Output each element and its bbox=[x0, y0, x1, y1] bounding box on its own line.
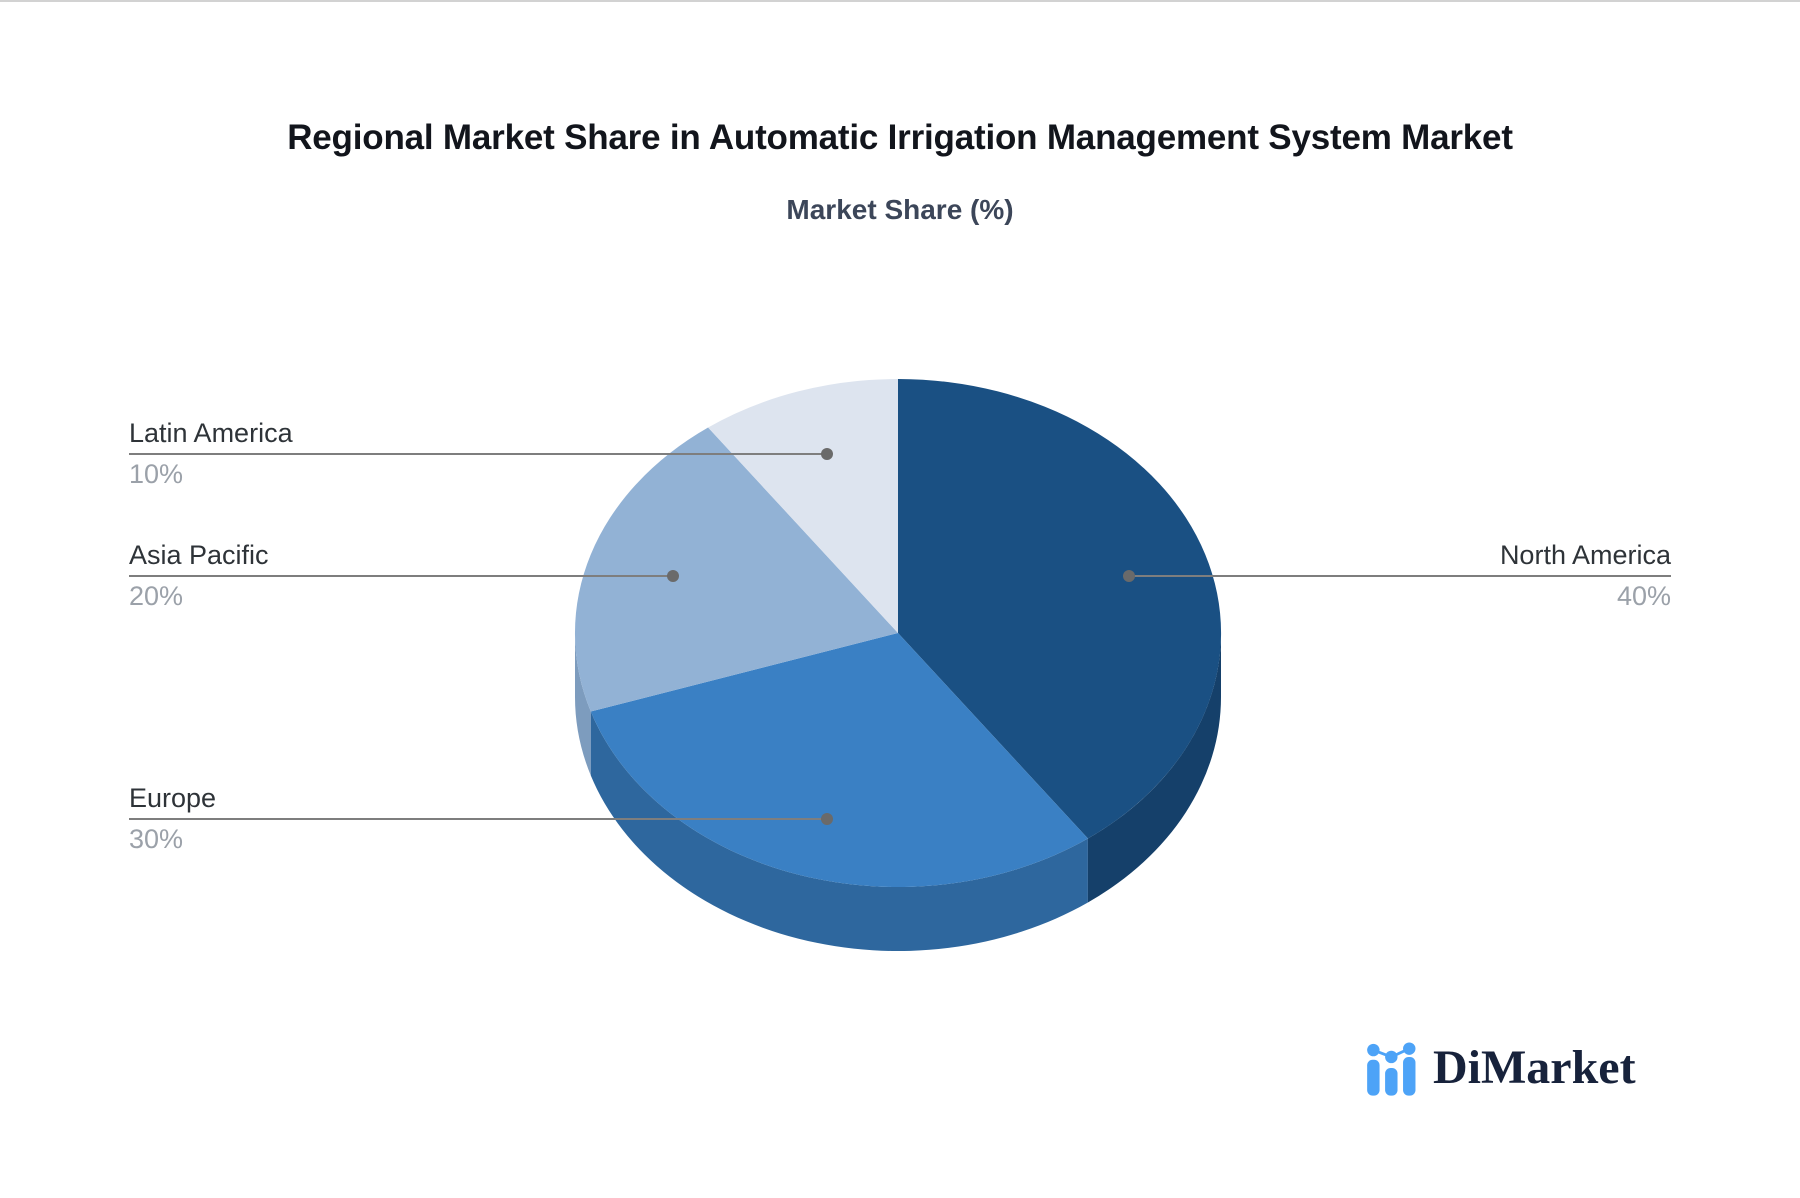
value-latin-america: 10% bbox=[129, 459, 184, 489]
logo-text: DiMarket bbox=[1433, 1041, 1636, 1094]
dimarket-logo: DiMarket bbox=[1363, 1040, 1636, 1100]
pie-side-europe bbox=[590, 711, 1088, 952]
callout-leader-latin-america bbox=[129, 448, 833, 460]
pie-slice-latin-america[interactable] bbox=[708, 379, 898, 633]
pie-side-asia-pacific bbox=[575, 633, 591, 776]
pie-slice-asia-pacific[interactable] bbox=[574, 427, 898, 712]
label-asia-pacific: Asia Pacific bbox=[129, 540, 269, 570]
label-latin-america: Latin America bbox=[129, 418, 293, 448]
value-asia-pacific: 20% bbox=[129, 581, 184, 611]
pie-slice-europe[interactable] bbox=[590, 633, 1088, 888]
label-north-america: North America bbox=[1499, 540, 1671, 570]
pie-side-north-america bbox=[1087, 633, 1221, 903]
chart-title: Regional Market Share in Automatic Irrig… bbox=[287, 118, 1513, 157]
value-europe: 30% bbox=[129, 824, 184, 854]
chart-subtitle: Market Share (%) bbox=[786, 194, 1014, 225]
value-north-america: 40% bbox=[1616, 581, 1671, 611]
label-europe: Europe bbox=[129, 783, 217, 813]
callout-leader-asia-pacific bbox=[129, 570, 679, 582]
callout-leader-north-america bbox=[1123, 570, 1671, 582]
pie-slice-north-america[interactable] bbox=[898, 379, 1222, 839]
bar-chart-with-dots-icon bbox=[1367, 1042, 1416, 1096]
callout-leader-europe bbox=[129, 813, 833, 825]
